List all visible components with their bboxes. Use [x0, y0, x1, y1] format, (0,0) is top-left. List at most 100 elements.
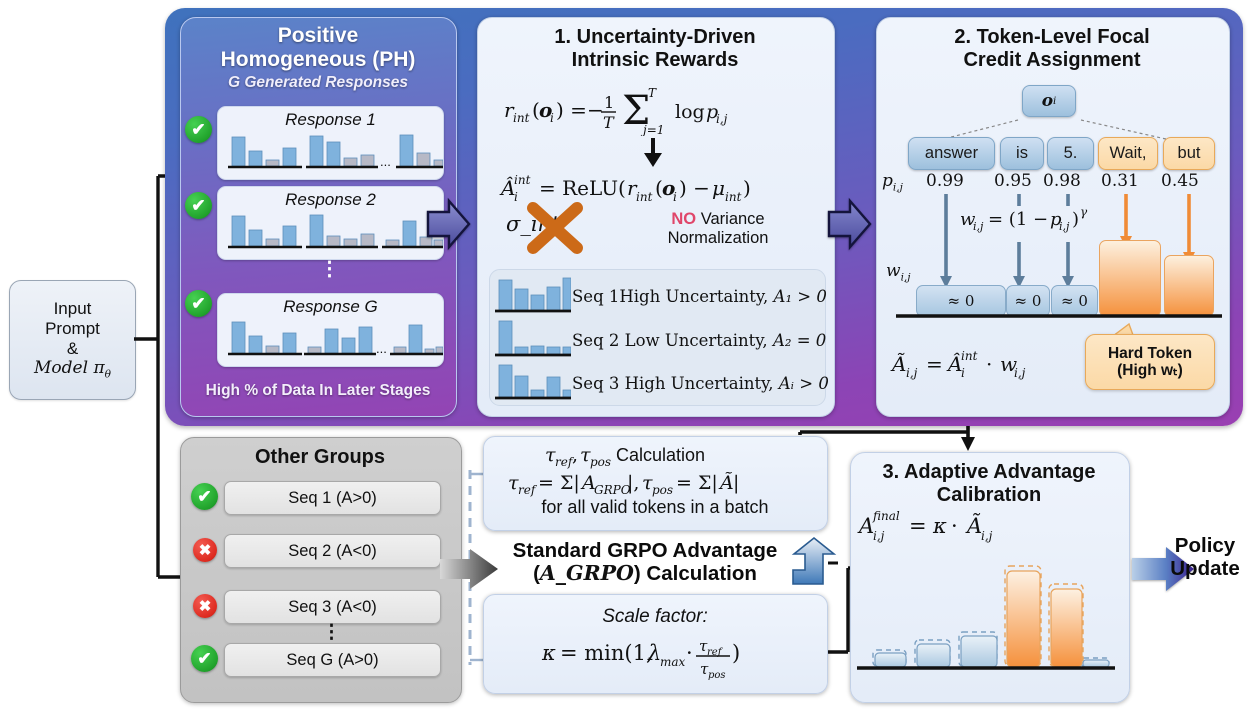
svg-text:i: i	[961, 366, 965, 380]
p-ij-label: pi,j	[882, 171, 903, 194]
no-variance-line-2: Normalization	[667, 228, 769, 247]
seq-2-bars	[495, 320, 572, 357]
svg-text:ref: ref	[707, 647, 724, 658]
svg-text:int: int	[725, 190, 742, 204]
input-line-2: Prompt	[45, 318, 100, 338]
step-3-title-line-2: Calibration	[936, 483, 1042, 506]
p-value-answer: 0.99	[926, 171, 964, 191]
svg-text:= Σ|: = Σ|	[676, 472, 718, 494]
svg-text:= ReLU(: = ReLU(	[539, 176, 626, 200]
svg-text:): )	[743, 176, 751, 200]
other-group-row-3: Seq 3 (A<0)	[224, 590, 441, 624]
svg-text:i,j: i,j	[981, 529, 993, 543]
seq-2-example-row	[495, 318, 572, 367]
arrow-to-policy-update	[1132, 547, 1194, 591]
other-group-row-2: Seq 2 (A<0)	[224, 534, 441, 568]
grpo-line-2-pre: (	[533, 562, 540, 586]
svg-text:pos: pos	[590, 455, 611, 469]
other-group-row-1: Seq 1 (A>0)	[224, 481, 441, 515]
svg-text:max: max	[660, 655, 686, 669]
svg-text:int: int	[513, 111, 530, 125]
svg-text:Ã: Ã	[890, 352, 906, 376]
svg-text:·: ·	[686, 641, 693, 665]
input-line-3: &	[66, 338, 79, 358]
svg-text:final: final	[872, 509, 900, 523]
response-g-card: Response G ...	[217, 293, 444, 367]
svg-text:γ: γ	[1080, 205, 1088, 219]
svg-text:T: T	[648, 86, 657, 100]
weight-formula-svg: w i,j = (1 − p i,j ) γ	[960, 205, 1088, 233]
other-group-row-4: Seq G (A>0)	[224, 643, 441, 677]
svg-text:i,j: i,j	[973, 220, 984, 233]
svg-text:τ: τ	[700, 660, 709, 678]
ph-ellipsis: ⋮	[319, 258, 340, 280]
svg-text:): )	[1072, 209, 1079, 230]
ph-title-line-1: Positive	[277, 24, 359, 47]
response-g-check-icon: ✔	[185, 290, 212, 317]
svg-text:i,j: i,j	[1059, 220, 1070, 233]
tau-calculation-box	[483, 436, 828, 531]
policy-update-line-2: Update	[1170, 557, 1240, 581]
p-value-but: 0.45	[1161, 171, 1199, 191]
seq-1-example-label: Seq 1High Uncertainty, A₁ > 0	[572, 287, 827, 306]
input-prompt-box: Input Prompt & Model πθ	[9, 280, 136, 400]
svg-text:κ: κ	[541, 641, 556, 665]
svg-text:|: |	[733, 472, 739, 494]
step-2-title: 2. Token-Level Focal Credit Assignment	[886, 26, 1218, 71]
svg-text:=: =	[909, 514, 927, 538]
input-theta-sub: θ	[104, 368, 111, 381]
svg-text:Â: Â	[946, 352, 962, 376]
other-groups-title: Other Groups	[254, 446, 385, 468]
weight-bar-is: ≈ 0	[1006, 285, 1050, 317]
svg-text:Scale factor:: Scale factor:	[602, 606, 708, 627]
p-value-is: 0.95	[994, 171, 1032, 191]
seq-3-math: Aᵢ > 0	[778, 374, 829, 393]
svg-text:·: ·	[986, 352, 992, 376]
svg-text:r: r	[504, 98, 515, 122]
svg-text:μ: μ	[712, 176, 725, 200]
token-pill-answer: answer	[908, 137, 995, 170]
svg-text:i: i	[673, 190, 677, 204]
weight-baseline	[896, 314, 1222, 318]
svg-text:κ: κ	[932, 514, 947, 538]
svg-text:Ã: Ã	[965, 514, 982, 538]
w-ij-label: wi,j	[886, 261, 911, 284]
hard-token-line-2: (High wₜ)	[1117, 362, 1183, 379]
svg-text:=: =	[926, 352, 943, 376]
svg-text:int: int	[514, 173, 531, 187]
svg-text:Σ: Σ	[622, 88, 650, 134]
svg-text:r: r	[627, 176, 638, 200]
svg-text:= min(1,: = min(1,	[560, 641, 653, 665]
svg-text:ref: ref	[555, 455, 575, 469]
svg-text:...: ...	[380, 154, 391, 169]
step-1-advantage-formula: Â i int = ReLU( r int ( o i ) − μ int )	[497, 168, 827, 213]
step-1-title-line-1: 1. Uncertainty-Driven	[554, 26, 756, 48]
svg-text:(: (	[655, 176, 663, 200]
seq-3-example-row	[495, 361, 572, 410]
svg-text:p: p	[1050, 209, 1062, 230]
seq-2-example-label: Seq 2 Low Uncertainty, A₂ = 0	[572, 331, 827, 350]
svg-text:= (1 −: = (1 −	[988, 209, 1048, 230]
svg-text:τ: τ	[580, 444, 591, 466]
svg-text:i: i	[550, 111, 554, 125]
other-group-row-3-cross-icon: ✖	[193, 594, 217, 618]
seq-3-bars	[495, 364, 572, 400]
svg-text:): )	[732, 641, 740, 665]
svg-text:int: int	[961, 349, 978, 363]
advantage-formula-svg: Â i int = ReLU( r int ( o i ) − μ int )	[499, 173, 751, 204]
svg-text:Â: Â	[499, 176, 515, 200]
grpo-up-arrow-icon	[791, 536, 837, 585]
svg-text:...: ...	[376, 341, 387, 356]
token-weight-arrows	[940, 194, 1195, 288]
response-g-label: Response G	[283, 297, 378, 316]
svg-text:A: A	[857, 514, 874, 538]
svg-text:) =: ) =	[556, 98, 587, 122]
token-pill-5: 5.	[1047, 137, 1094, 170]
ph-footer: High % of Data In Later Stages	[205, 382, 431, 399]
svg-text:λ: λ	[647, 641, 661, 665]
response-g-bars: ...	[228, 321, 444, 356]
svg-text:Calculation: Calculation	[616, 445, 705, 465]
uncertainty-examples-panel	[489, 269, 826, 406]
svg-text:w: w	[960, 209, 976, 230]
